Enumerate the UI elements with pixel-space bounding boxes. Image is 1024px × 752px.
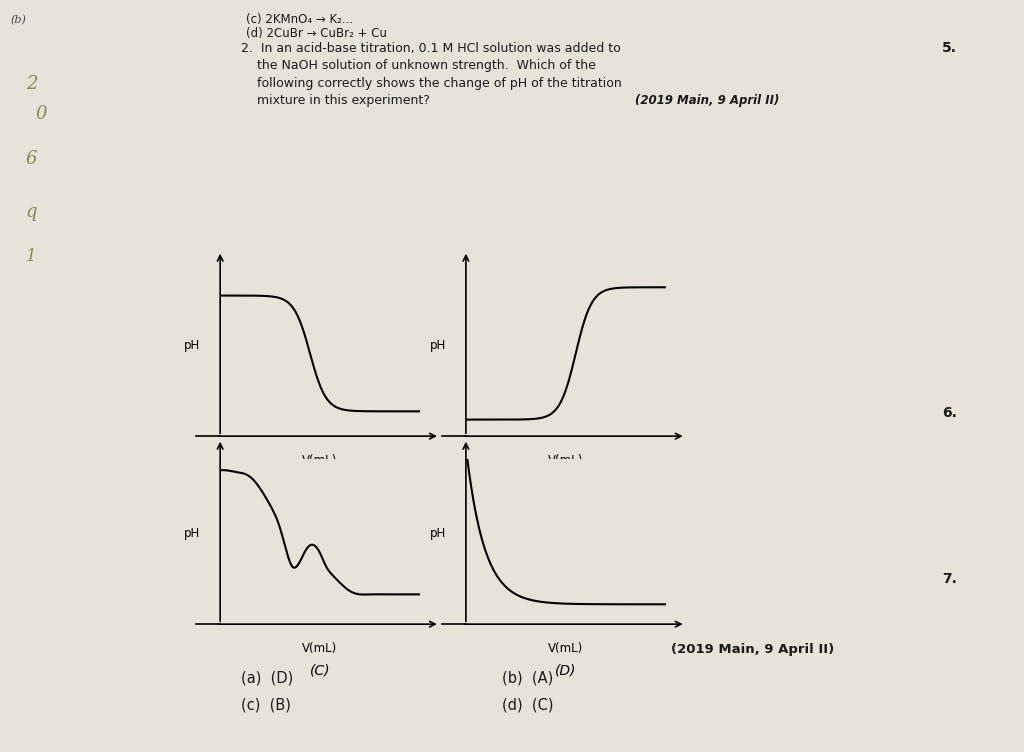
Text: 6.: 6.: [942, 406, 957, 420]
Text: V(mL): V(mL): [548, 454, 584, 468]
Text: 5.: 5.: [942, 41, 957, 56]
Text: (c) 2KMnO₄ → K₂...: (c) 2KMnO₄ → K₂...: [246, 13, 353, 26]
Text: 2: 2: [26, 75, 37, 93]
Text: pH: pH: [430, 338, 446, 352]
Text: 1: 1: [26, 248, 36, 265]
Text: 2.  In an acid-base titration, 0.1 M HCl solution was added to: 2. In an acid-base titration, 0.1 M HCl …: [241, 42, 621, 55]
Text: pH: pH: [184, 338, 201, 352]
Text: (a)  (D): (a) (D): [241, 671, 293, 686]
Text: mixture in this experiment?: mixture in this experiment?: [241, 94, 429, 107]
Text: (D): (D): [555, 663, 577, 678]
Text: (d)  (C): (d) (C): [502, 698, 553, 713]
Text: V(mL): V(mL): [302, 642, 338, 656]
Text: (b)  (A): (b) (A): [502, 671, 553, 686]
Text: q: q: [26, 203, 37, 221]
Text: (d) 2CuBr → CuBr₂ + Cu: (d) 2CuBr → CuBr₂ + Cu: [246, 27, 387, 40]
Text: (A): (A): [310, 475, 330, 490]
Text: (2019 Main, 9 April II): (2019 Main, 9 April II): [671, 643, 834, 656]
Text: (b): (b): [10, 15, 27, 26]
Text: 0: 0: [36, 105, 47, 123]
Text: pH: pH: [184, 526, 201, 540]
Text: pH: pH: [430, 526, 446, 540]
Text: V(mL): V(mL): [302, 454, 338, 468]
Text: (2019 Main, 9 April II): (2019 Main, 9 April II): [635, 94, 779, 107]
Text: the NaOH solution of unknown strength.  Which of the: the NaOH solution of unknown strength. W…: [241, 59, 596, 72]
Text: 7.: 7.: [942, 572, 957, 586]
Text: (B): (B): [556, 475, 575, 490]
Text: 6: 6: [26, 150, 37, 168]
Text: (c)  (B): (c) (B): [241, 698, 291, 713]
Text: V(mL): V(mL): [548, 642, 584, 656]
Text: following correctly shows the change of pH of the titration: following correctly shows the change of …: [241, 77, 622, 89]
Text: (C): (C): [309, 663, 331, 678]
